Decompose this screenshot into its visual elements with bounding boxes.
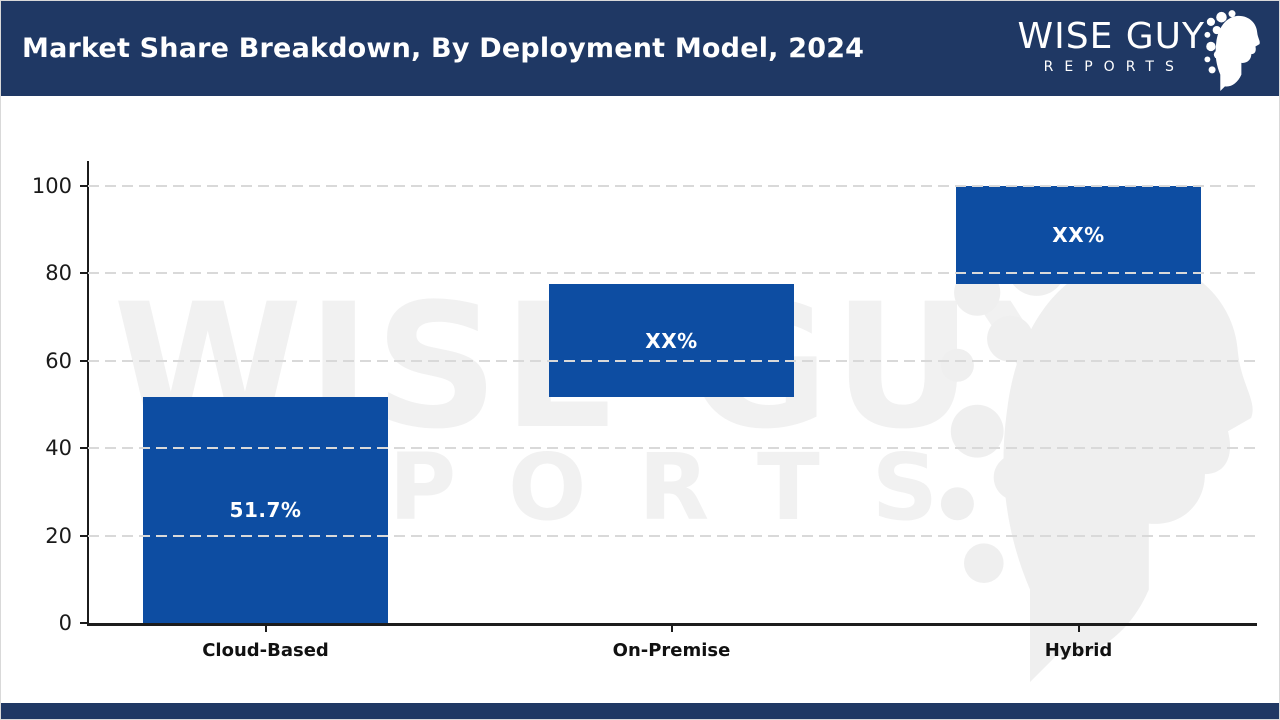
x-category-label: Hybrid xyxy=(1044,640,1113,661)
bar: XX% xyxy=(549,284,794,398)
header-bar: Market Share Breakdown, By Deployment Mo… xyxy=(1,1,1279,96)
y-tick-mark xyxy=(80,185,87,187)
y-tick-mark xyxy=(80,622,87,624)
page-title: Market Share Breakdown, By Deployment Mo… xyxy=(22,33,865,64)
gridline xyxy=(88,185,1257,187)
y-tick-label: 40 xyxy=(45,436,72,461)
x-axis-line xyxy=(87,623,1257,626)
logo: WISE GUY REPORTS xyxy=(1017,7,1267,91)
gridline xyxy=(88,447,1257,450)
bar: XX% xyxy=(956,186,1201,285)
y-tick-label: 100 xyxy=(31,174,72,198)
y-tick-label: 20 xyxy=(45,523,72,548)
x-tick-mark xyxy=(670,626,673,632)
bar-value-label: 51.7% xyxy=(229,498,302,523)
y-tick-label: 60 xyxy=(45,348,72,373)
y-tick-label: 0 xyxy=(58,611,72,635)
gridline xyxy=(88,534,1257,537)
logo-wordmark-line1: WISE GUY xyxy=(1017,16,1205,57)
gridline xyxy=(88,359,1257,362)
gridline xyxy=(88,272,1257,275)
x-tick-mark xyxy=(1077,626,1080,632)
bar-value-label: XX% xyxy=(645,328,698,353)
logo-wordmark: WISE GUY REPORTS xyxy=(1017,16,1206,76)
x-tick-mark xyxy=(264,626,267,632)
y-tick-mark xyxy=(80,534,87,537)
logo-wordmark-line2: REPORTS xyxy=(1043,59,1185,75)
x-category-label: On-Premise xyxy=(612,640,731,661)
y-axis-line xyxy=(87,161,89,625)
x-category-label: Cloud-Based xyxy=(202,640,329,661)
bar: 51.7% xyxy=(143,397,388,623)
footer-bar xyxy=(1,703,1279,719)
y-tick-mark xyxy=(80,447,87,450)
logo-face-icon xyxy=(1204,10,1260,91)
y-tick-label: 80 xyxy=(45,261,72,286)
y-tick-mark xyxy=(80,272,87,275)
bar-value-label: XX% xyxy=(1052,223,1105,248)
y-tick-mark xyxy=(80,359,87,362)
